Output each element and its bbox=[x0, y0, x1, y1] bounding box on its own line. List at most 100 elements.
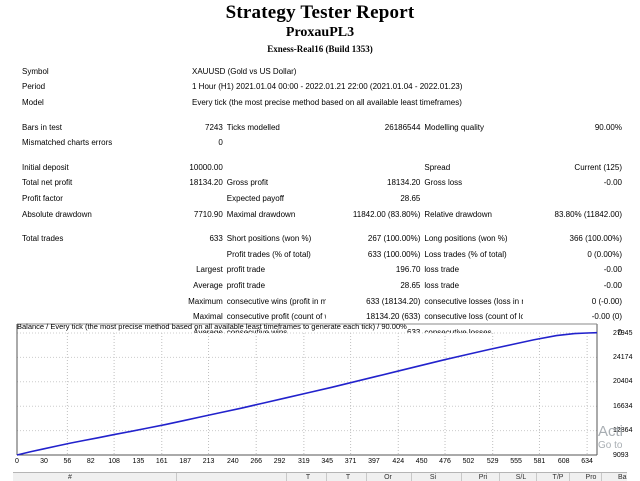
stats-value-wide: XAUUSD (Gold vs US Dollar) bbox=[192, 66, 297, 76]
stats-label-primary: Bars in test bbox=[22, 122, 63, 132]
x-axis-tick-label: 135 bbox=[132, 458, 145, 465]
x-axis-tick-label: 266 bbox=[250, 458, 263, 465]
x-axis-tick-label: 319 bbox=[298, 458, 310, 465]
stats-value-tertiary bbox=[523, 135, 622, 151]
x-axis-tick-label: 529 bbox=[486, 458, 499, 465]
stats-value-primary: 0 bbox=[218, 138, 223, 148]
stats-label-primary bbox=[18, 247, 128, 263]
x-axis-tick-label: 0 bbox=[15, 458, 19, 465]
column-divider bbox=[286, 473, 287, 481]
stats-value-secondary: 196.70 bbox=[395, 265, 421, 275]
trades-column-header[interactable]: Bal bbox=[617, 474, 627, 481]
stats-label-primary: Total net profit bbox=[22, 178, 73, 188]
stats-value-secondary bbox=[326, 160, 425, 176]
stats-label-secondary bbox=[227, 160, 326, 176]
trades-column-header[interactable]: Or bbox=[384, 474, 392, 481]
stats-value-secondary: 28.65 bbox=[400, 280, 421, 290]
stats-value-tertiary: Current (125) bbox=[574, 162, 622, 172]
stats-row: Period 1 Hour (H1) 2021.01.04 00:00 - 202… bbox=[18, 80, 622, 96]
stats-value-secondary bbox=[326, 135, 425, 151]
stats-row: Mismatched charts errors 0 bbox=[18, 135, 622, 151]
stats-label-primary: Total trades bbox=[22, 234, 64, 244]
stats-label-primary: Mismatched charts errors bbox=[22, 138, 113, 148]
stats-value-primary: 18134.20 bbox=[189, 178, 223, 188]
x-axis-tick-label: 502 bbox=[462, 458, 475, 465]
stats-value-primary: Largest bbox=[196, 265, 223, 275]
stats-row: Model Every tick (the most precise method… bbox=[18, 95, 622, 111]
balance-chart[interactable]: Balance / Every tick (the most precise m… bbox=[13, 322, 632, 465]
stats-label-primary bbox=[18, 294, 128, 310]
stats-value-primary bbox=[128, 247, 227, 263]
page-title: Strategy Tester Report bbox=[225, 2, 415, 23]
stats-label-secondary: Expected payoff bbox=[226, 193, 285, 203]
stats-label-secondary: consecutive wins (profit in money) bbox=[226, 296, 326, 306]
stats-label-primary: Symbol bbox=[22, 66, 49, 76]
trades-column-header[interactable]: Pro bbox=[585, 474, 597, 481]
stats-value-primary: Maximum bbox=[188, 296, 223, 306]
x-axis-tick-label: 187 bbox=[179, 458, 191, 465]
chart-caption: Balance / Every tick (the most precise m… bbox=[17, 322, 407, 331]
trades-column-header[interactable]: T bbox=[345, 474, 351, 481]
stats-row: Largest profit trade 196.70 loss trade -0.00 bbox=[18, 263, 622, 279]
stats-label-tertiary: consecutive losses (loss in money) bbox=[424, 296, 523, 306]
stats-spacer-row bbox=[18, 151, 622, 160]
stats-label-tertiary: Loss trades (% of total) bbox=[424, 249, 507, 259]
stats-value-primary: 7710.90 bbox=[193, 209, 223, 219]
stats-label-primary: Period bbox=[22, 82, 46, 92]
server-build: Exness-Real16 (Build 1353) bbox=[267, 44, 373, 54]
y-axis-tick-label: 20404 bbox=[613, 378, 633, 386]
stats-value-primary: Average bbox=[193, 280, 223, 290]
stats-value-tertiary: 90.00% bbox=[594, 122, 622, 132]
stats-label-primary: Absolute drawdown bbox=[22, 209, 92, 219]
trades-table-header: # T T Or Si Pri S/L T/P Pro Bal bbox=[13, 472, 627, 481]
trades-column-header[interactable]: T bbox=[305, 474, 311, 481]
summary-stats-table: Symbol XAUUSD (Gold vs US Dollar) Period 1 … bbox=[18, 64, 622, 341]
trades-column-header[interactable]: T/P bbox=[552, 474, 564, 481]
stats-label-secondary: Profit trades (% of total) bbox=[226, 249, 311, 259]
y-axis-tick-label: 9093 bbox=[613, 451, 629, 459]
trades-column-header[interactable]: Pri bbox=[478, 474, 488, 481]
stats-spacer-row bbox=[18, 111, 622, 120]
stats-row: Initial deposit 10000.00 Spread Current (12… bbox=[18, 160, 622, 176]
stats-label-tertiary: Modelling quality bbox=[424, 122, 484, 132]
x-axis-tick-label: 581 bbox=[533, 458, 546, 465]
column-divider bbox=[499, 473, 500, 481]
stats-row: Absolute drawdown 7710.90 Maximal drawdown… bbox=[18, 207, 622, 223]
stats-label-tertiary: loss trade bbox=[424, 280, 460, 290]
column-divider bbox=[326, 473, 327, 481]
stats-value-primary: Average bbox=[193, 327, 223, 337]
stats-label-secondary: Gross profit bbox=[226, 178, 269, 188]
column-divider bbox=[461, 473, 462, 481]
x-axis-tick-label: 397 bbox=[368, 458, 380, 465]
y-axis-tick-label: 12864 bbox=[613, 427, 633, 435]
stats-value-tertiary: 0 (0.00%) bbox=[587, 249, 622, 259]
x-axis-tick-label: 424 bbox=[392, 458, 405, 465]
stats-label-tertiary: Long positions (won %) bbox=[424, 234, 508, 244]
stats-label-primary: Model bbox=[22, 97, 44, 107]
trades-column-header[interactable]: Si bbox=[429, 474, 437, 481]
stats-value-secondary: 267 (100.00%) bbox=[367, 234, 421, 244]
stats-row: Symbol XAUUSD (Gold vs US Dollar) bbox=[18, 64, 622, 80]
stats-label-secondary: Short positions (won %) bbox=[226, 234, 312, 244]
stats-label-primary bbox=[18, 278, 128, 294]
x-axis-tick-label: 450 bbox=[415, 458, 428, 465]
x-axis-tick-label: 30 bbox=[40, 458, 48, 465]
stats-value-secondary: 633 bbox=[407, 327, 421, 337]
x-axis-tick-label: 161 bbox=[155, 458, 168, 465]
trades-column-header[interactable]: S/L bbox=[515, 474, 527, 481]
stats-label-tertiary: Gross loss bbox=[424, 178, 463, 188]
stats-label-primary: Initial deposit bbox=[22, 162, 69, 172]
x-axis-tick-label: 213 bbox=[202, 458, 215, 465]
stats-value-tertiary: -0.00 (0) bbox=[591, 312, 622, 322]
column-divider bbox=[366, 473, 367, 481]
stats-row: Profit trades (% of total) 633 (100.00%) L… bbox=[18, 247, 622, 263]
stats-row: Average consecutive wins 633 consecutive lo… bbox=[18, 325, 622, 341]
trades-column-header[interactable]: # bbox=[68, 474, 72, 481]
stats-label-secondary: profit trade bbox=[226, 265, 266, 275]
stats-value-primary: 10000.00 bbox=[189, 162, 223, 172]
report-header: Strategy Tester Report ProxauPL3 Exness-… bbox=[0, 0, 640, 55]
stats-value-secondary: 11842.00 (83.80%) bbox=[352, 209, 421, 219]
stats-label-tertiary: loss trade bbox=[424, 265, 460, 275]
stats-value-tertiary: -0.00 bbox=[603, 178, 622, 188]
